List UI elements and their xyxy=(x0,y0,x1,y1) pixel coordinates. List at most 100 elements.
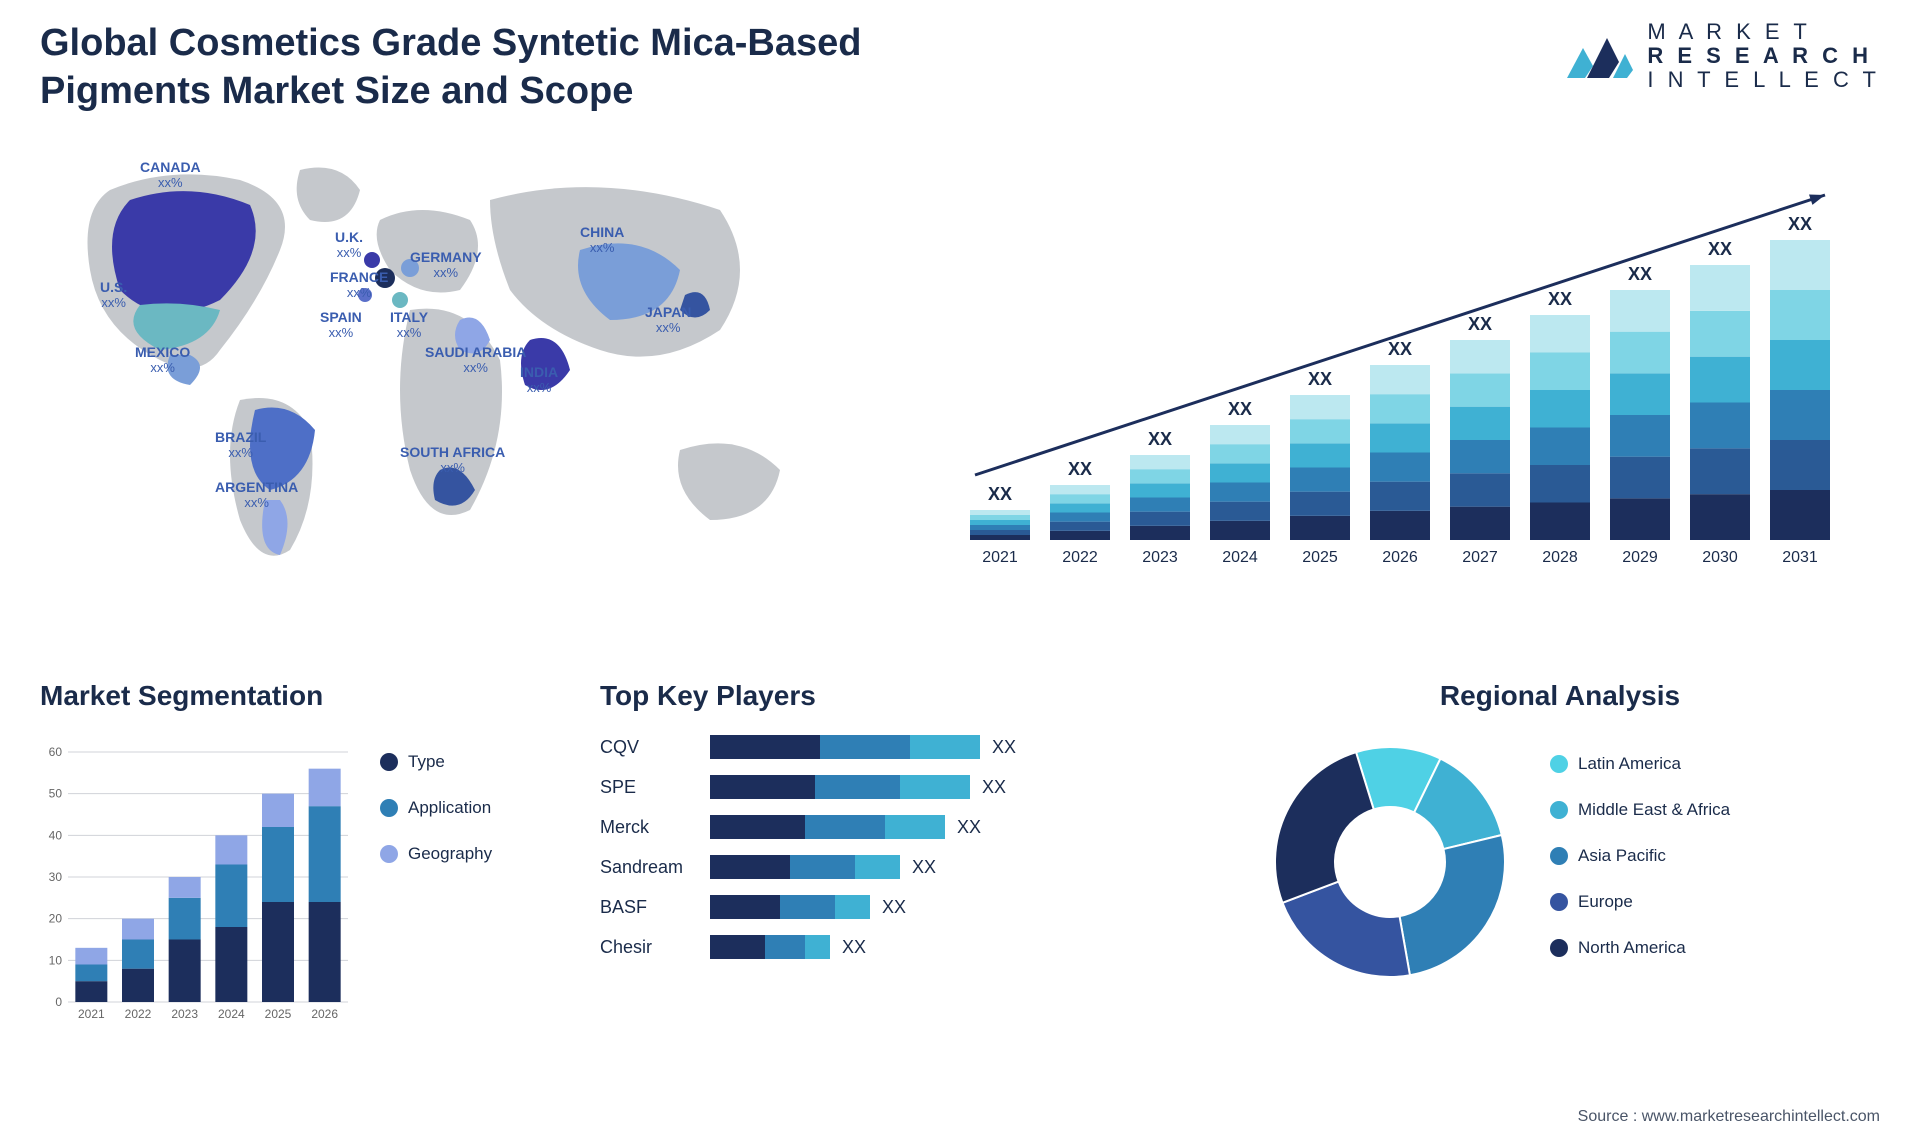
svg-text:2024: 2024 xyxy=(218,1007,245,1021)
segmentation-section: Market Segmentation 01020304050602021202… xyxy=(40,680,560,1032)
player-bar-segment xyxy=(710,855,790,879)
svg-text:2025: 2025 xyxy=(265,1007,292,1021)
legend-dot xyxy=(1550,847,1568,865)
legend-item: Asia Pacific xyxy=(1550,846,1730,866)
player-bar-segment xyxy=(780,895,835,919)
world-map: CANADAxx%U.S.xx%MEXICOxx%BRAZILxx%ARGENT… xyxy=(40,150,860,580)
svg-text:2026: 2026 xyxy=(311,1007,338,1021)
regional-section: Regional Analysis Latin AmericaMiddle Ea… xyxy=(1260,680,1860,992)
legend-label: Geography xyxy=(408,844,492,864)
map-label: BRAZILxx% xyxy=(215,430,266,461)
player-bar-segment xyxy=(910,735,980,759)
legend-label: Latin America xyxy=(1578,754,1681,774)
logo-icon xyxy=(1565,28,1635,84)
player-bar-segment xyxy=(765,935,805,959)
svg-text:2030: 2030 xyxy=(1702,549,1738,566)
page-title: Global Cosmetics Grade Syntetic Mica-Bas… xyxy=(40,20,1040,115)
player-row: SandreamXX xyxy=(600,852,1200,882)
player-value: XX xyxy=(982,777,1006,798)
svg-text:XX: XX xyxy=(1308,369,1332,389)
logo-line1: M A R K E T xyxy=(1647,20,1880,44)
logo: M A R K E T R E S E A R C H I N T E L L … xyxy=(1565,20,1880,93)
legend-item: Type xyxy=(380,752,492,772)
svg-text:XX: XX xyxy=(1788,214,1812,234)
map-label: JAPANxx% xyxy=(645,305,691,336)
player-name: BASF xyxy=(600,897,710,918)
legend-dot xyxy=(1550,893,1568,911)
svg-text:2022: 2022 xyxy=(1062,549,1098,566)
source-text: Source : www.marketresearchintellect.com xyxy=(1578,1108,1880,1126)
player-name: SPE xyxy=(600,777,710,798)
player-name: Merck xyxy=(600,817,710,838)
player-bar-segment xyxy=(820,735,910,759)
segmentation-title: Market Segmentation xyxy=(40,680,560,712)
legend-dot xyxy=(380,799,398,817)
player-value: XX xyxy=(992,737,1016,758)
legend-item: Geography xyxy=(380,844,492,864)
svg-text:50: 50 xyxy=(49,787,63,801)
map-label: SOUTH AFRICAxx% xyxy=(400,445,505,476)
player-value: XX xyxy=(957,817,981,838)
segmentation-chart: 0102030405060202120222023202420252026 xyxy=(40,732,350,1032)
logo-line3: I N T E L L E C T xyxy=(1647,68,1880,92)
svg-text:2028: 2028 xyxy=(1542,549,1578,566)
player-name: Chesir xyxy=(600,937,710,958)
legend-item: Europe xyxy=(1550,892,1730,912)
player-bar-segment xyxy=(805,935,830,959)
player-name: Sandream xyxy=(600,857,710,878)
svg-text:2031: 2031 xyxy=(1782,549,1818,566)
svg-text:2029: 2029 xyxy=(1622,549,1658,566)
svg-text:XX: XX xyxy=(1228,399,1252,419)
legend-dot xyxy=(1550,939,1568,957)
player-bar-segment xyxy=(835,895,870,919)
legend-label: Asia Pacific xyxy=(1578,846,1666,866)
player-bar-segment xyxy=(855,855,900,879)
map-label: INDIAxx% xyxy=(520,365,558,396)
legend-label: Type xyxy=(408,752,445,772)
svg-text:20: 20 xyxy=(49,912,63,926)
regional-donut-chart xyxy=(1260,732,1520,992)
legend-item: Middle East & Africa xyxy=(1550,800,1730,820)
map-label: MEXICOxx% xyxy=(135,345,190,376)
svg-text:2022: 2022 xyxy=(125,1007,152,1021)
svg-text:XX: XX xyxy=(1148,429,1172,449)
svg-text:XX: XX xyxy=(988,484,1012,504)
player-bar-segment xyxy=(710,735,820,759)
svg-text:XX: XX xyxy=(1468,314,1492,334)
map-label: CHINAxx% xyxy=(580,225,624,256)
legend-item: North America xyxy=(1550,938,1730,958)
key-players-section: Top Key Players CQVXXSPEXXMerckXXSandrea… xyxy=(600,680,1200,972)
map-label: SPAINxx% xyxy=(320,310,362,341)
svg-text:60: 60 xyxy=(49,745,63,759)
svg-text:0: 0 xyxy=(55,995,62,1009)
svg-text:40: 40 xyxy=(49,828,63,842)
svg-text:XX: XX xyxy=(1388,339,1412,359)
player-value: XX xyxy=(882,897,906,918)
svg-text:2024: 2024 xyxy=(1222,549,1258,566)
player-bar xyxy=(710,895,870,919)
player-bar xyxy=(710,855,900,879)
svg-text:30: 30 xyxy=(49,870,63,884)
legend-item: Latin America xyxy=(1550,754,1730,774)
map-label: CANADAxx% xyxy=(140,160,201,191)
player-bar-segment xyxy=(900,775,970,799)
legend-dot xyxy=(380,845,398,863)
legend-label: North America xyxy=(1578,938,1686,958)
legend-item: Application xyxy=(380,798,492,818)
legend-label: Application xyxy=(408,798,491,818)
map-label: U.S.xx% xyxy=(100,280,127,311)
player-value: XX xyxy=(842,937,866,958)
player-bar xyxy=(710,935,830,959)
player-row: BASF XX xyxy=(600,892,1200,922)
player-row: Chesir XX xyxy=(600,932,1200,962)
svg-text:2023: 2023 xyxy=(1142,549,1178,566)
player-bar-segment xyxy=(710,815,805,839)
svg-text:2026: 2026 xyxy=(1382,549,1418,566)
map-label: FRANCExx% xyxy=(330,270,388,301)
legend-label: Middle East & Africa xyxy=(1578,800,1730,820)
map-label: GERMANYxx% xyxy=(410,250,482,281)
map-label: SAUDI ARABIAxx% xyxy=(425,345,526,376)
legend-dot xyxy=(1550,755,1568,773)
player-bar-segment xyxy=(805,815,885,839)
player-bar xyxy=(710,775,970,799)
